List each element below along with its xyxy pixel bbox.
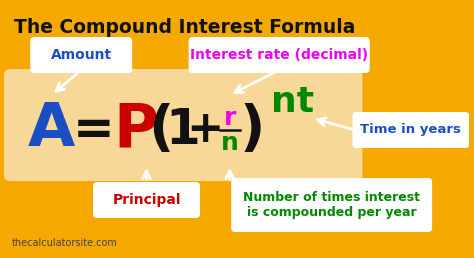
Text: P: P [113, 101, 158, 159]
Text: n: n [221, 131, 238, 155]
Text: Interest rate (decimal): Interest rate (decimal) [190, 48, 368, 62]
FancyBboxPatch shape [4, 69, 362, 181]
FancyBboxPatch shape [231, 178, 432, 232]
FancyBboxPatch shape [93, 182, 200, 218]
FancyBboxPatch shape [189, 37, 370, 73]
Text: Time in years: Time in years [360, 124, 461, 136]
FancyBboxPatch shape [30, 37, 132, 73]
Text: Number of times interest
is compounded per year: Number of times interest is compounded p… [243, 191, 420, 219]
FancyBboxPatch shape [353, 112, 469, 148]
Text: ): ) [240, 103, 265, 157]
Text: Principal: Principal [112, 193, 181, 207]
Text: nt: nt [271, 85, 314, 119]
Text: A: A [28, 101, 75, 159]
Text: 1: 1 [166, 106, 201, 154]
Text: r: r [224, 106, 236, 130]
Text: +: + [186, 109, 224, 151]
Text: The Compound Interest Formula: The Compound Interest Formula [14, 18, 355, 37]
Text: =: = [73, 106, 115, 154]
Text: (: ( [149, 103, 174, 157]
Text: Amount: Amount [51, 48, 112, 62]
Text: thecalculatorsite.com: thecalculatorsite.com [12, 238, 118, 248]
